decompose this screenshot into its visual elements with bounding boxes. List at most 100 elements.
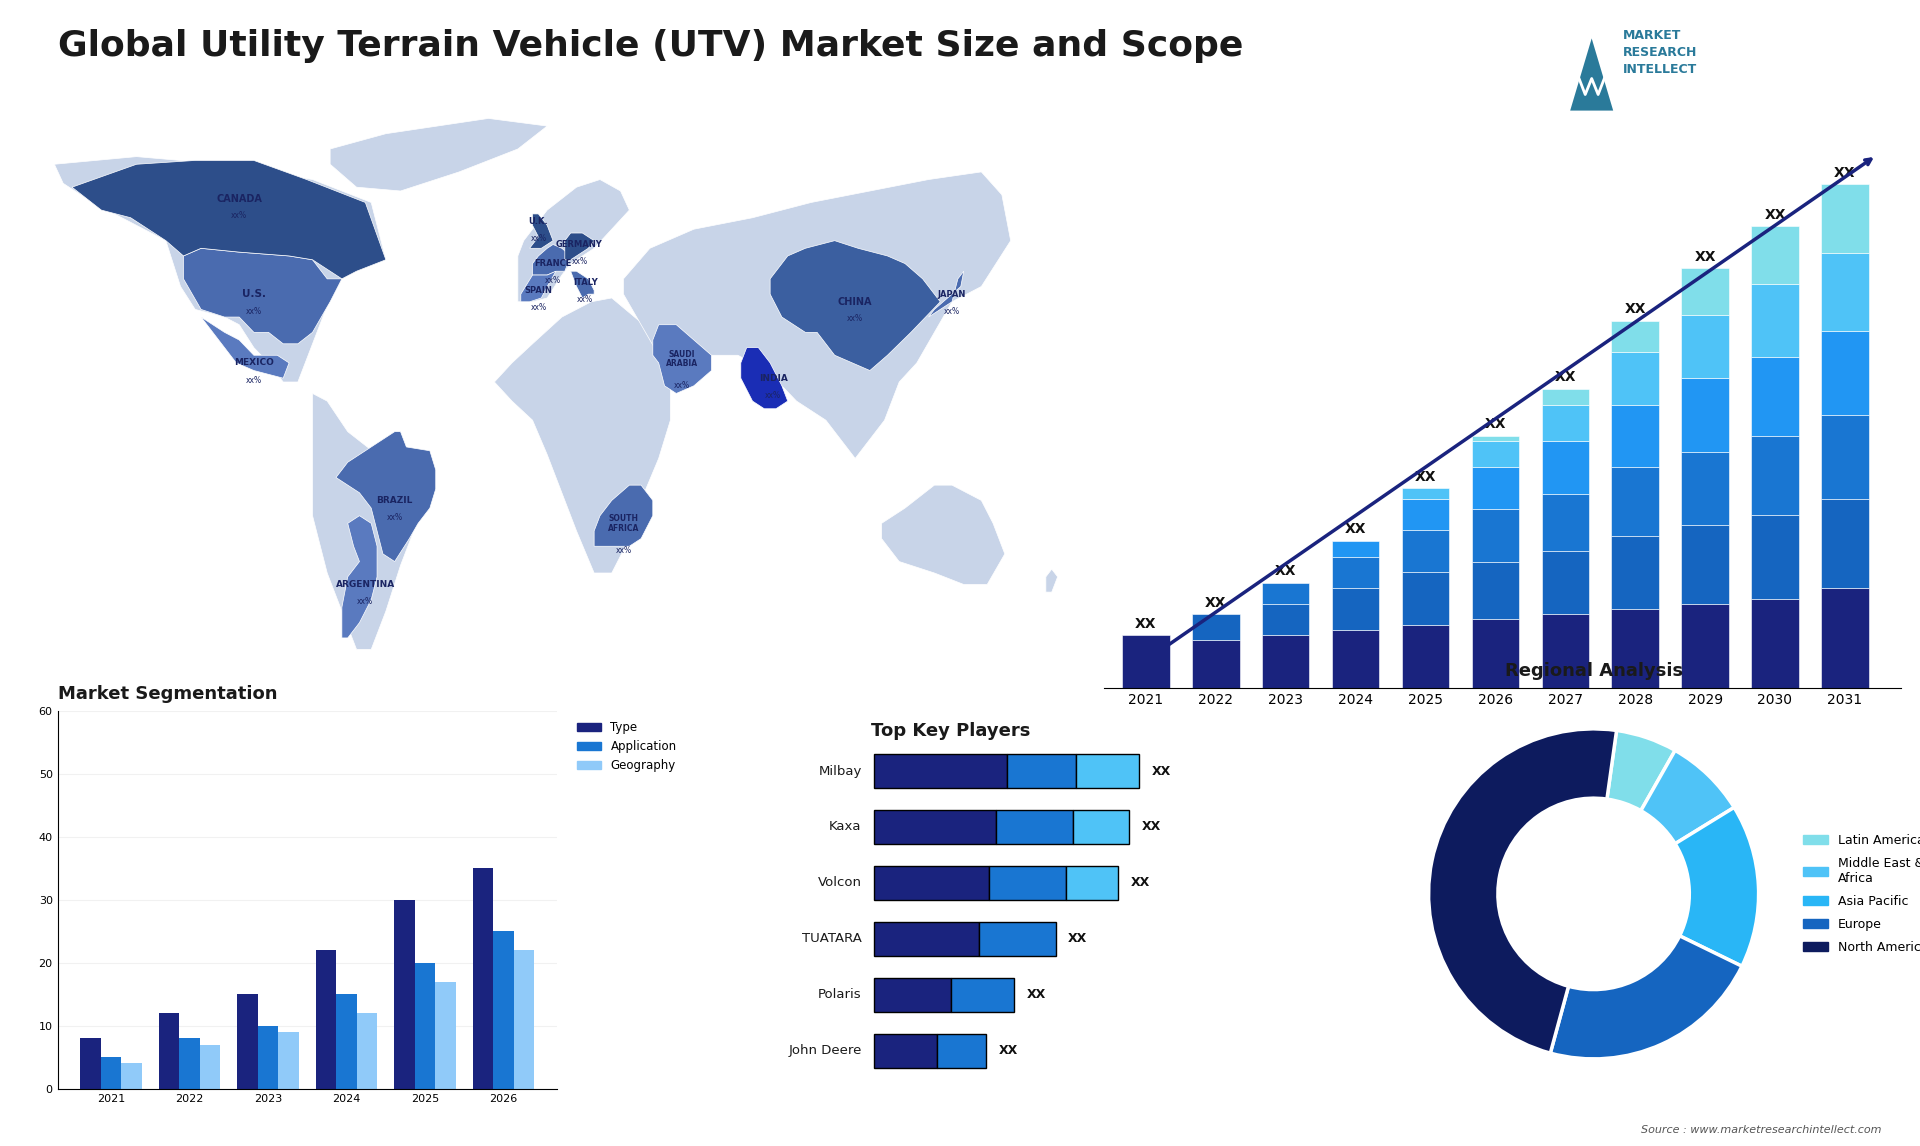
Text: JAPAN: JAPAN [937,290,966,299]
Bar [515,950,534,1089]
Polygon shape [881,485,1004,584]
Bar [1820,185,1868,252]
Text: FRANCE: FRANCE [534,259,572,268]
Bar [1402,572,1450,625]
Text: U.S.: U.S. [242,289,265,299]
Text: XX: XX [1415,470,1436,484]
Text: XX: XX [1135,617,1156,630]
Text: xx%: xx% [357,597,372,606]
Text: xx%: xx% [578,296,593,305]
Bar [1682,452,1728,525]
Bar [121,1063,142,1089]
Text: MARKET
RESEARCH
INTELLECT: MARKET RESEARCH INTELLECT [1622,29,1697,76]
Text: XX: XX [998,1044,1018,1058]
FancyBboxPatch shape [874,921,979,956]
Bar [1192,614,1240,641]
Text: GERMANY: GERMANY [557,240,603,249]
Bar [159,1013,179,1089]
Text: SAUDI
ARABIA: SAUDI ARABIA [666,350,699,368]
Polygon shape [570,272,593,298]
Bar [278,1031,300,1089]
Polygon shape [184,249,342,344]
Text: XX: XX [1152,764,1171,777]
Polygon shape [1571,39,1613,110]
FancyBboxPatch shape [874,810,996,843]
Bar [1471,468,1519,510]
FancyBboxPatch shape [1077,754,1139,788]
Text: XX: XX [1206,596,1227,610]
Bar [1682,268,1728,315]
Bar [1471,435,1519,441]
Legend: Type, Application, Geography: Type, Application, Geography [572,716,682,777]
Text: CHINA: CHINA [837,297,872,307]
Polygon shape [530,214,553,249]
Text: U.K.: U.K. [528,217,549,226]
Bar [315,950,336,1089]
FancyBboxPatch shape [1006,754,1077,788]
Bar [1192,641,1240,688]
Text: John Deere: John Deere [789,1044,862,1058]
Bar [179,1038,200,1089]
Bar [1261,583,1309,604]
Text: xx%: xx% [246,376,261,385]
Text: xx%: xx% [616,545,632,555]
Text: XX: XX [1275,564,1296,578]
Wedge shape [1674,808,1759,966]
FancyBboxPatch shape [874,866,989,900]
Text: ARGENTINA: ARGENTINA [336,580,396,589]
Bar [1682,315,1728,378]
Bar [1121,635,1169,688]
Text: XX: XX [1834,166,1855,180]
Polygon shape [313,393,415,650]
Text: xx%: xx% [530,303,547,312]
Polygon shape [518,180,630,301]
Text: xx%: xx% [545,276,561,285]
Bar [1611,535,1659,609]
Text: XX: XX [1068,933,1087,945]
Bar [238,994,257,1089]
Text: xx%: xx% [530,234,547,243]
Bar [1611,405,1659,468]
Bar [1820,588,1868,688]
FancyBboxPatch shape [950,978,1014,1012]
Bar [1471,562,1519,620]
Text: BRAZIL: BRAZIL [376,496,413,505]
Bar [1820,331,1868,415]
Bar [1820,252,1868,331]
Legend: Latin America, Middle East &
Africa, Asia Pacific, Europe, North America: Latin America, Middle East & Africa, Asi… [1797,829,1920,959]
Text: xx%: xx% [674,382,689,391]
Text: MEXICO: MEXICO [234,359,275,368]
Bar [1542,494,1590,551]
Bar [1820,415,1868,499]
Bar [257,1026,278,1089]
Text: Polaris: Polaris [818,988,862,1002]
Text: xx%: xx% [230,211,248,220]
Polygon shape [532,244,570,275]
FancyBboxPatch shape [874,978,950,1012]
Text: XX: XX [1140,821,1162,833]
Bar [1611,468,1659,535]
Text: XX: XX [1131,877,1150,889]
Bar [1542,551,1590,614]
Bar [1402,625,1450,688]
Bar [1261,635,1309,688]
Bar [1402,488,1450,499]
Wedge shape [1428,729,1617,1053]
Bar [1751,284,1799,358]
Text: Market Segmentation: Market Segmentation [58,685,276,704]
Bar [357,1013,376,1089]
Title: Regional Analysis: Regional Analysis [1505,662,1682,681]
Wedge shape [1607,730,1674,810]
Text: Global Utility Terrain Vehicle (UTV) Market Size and Scope: Global Utility Terrain Vehicle (UTV) Mar… [58,29,1242,63]
Bar [1820,499,1868,588]
Text: TUATARA: TUATARA [803,933,862,945]
Bar [1471,510,1519,562]
Bar [1751,515,1799,598]
Text: Milbay: Milbay [818,764,862,777]
Text: Top Key Players: Top Key Players [870,722,1031,740]
FancyBboxPatch shape [1073,810,1129,843]
Text: XX: XX [1555,370,1576,384]
Bar [1332,557,1379,588]
FancyBboxPatch shape [989,866,1066,900]
Bar [1751,227,1799,284]
